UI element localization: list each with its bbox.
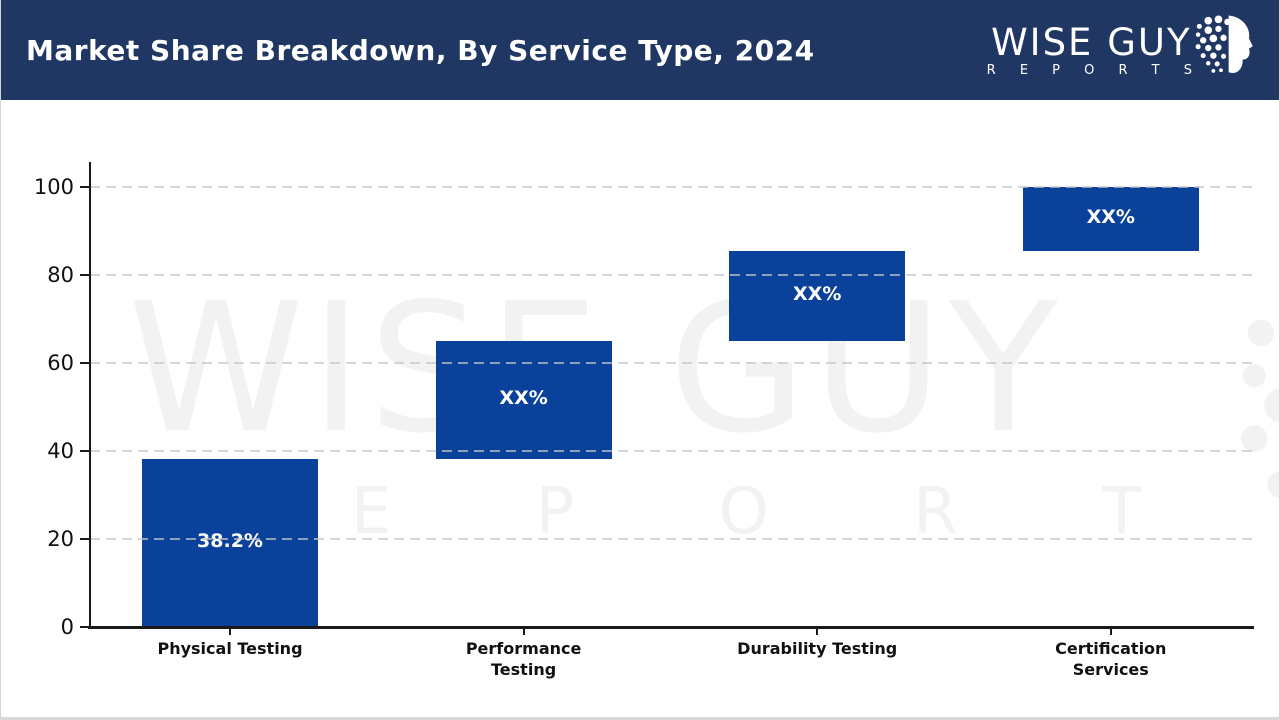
gridline xyxy=(90,538,1252,540)
bar-value-label: XX% xyxy=(499,386,548,409)
y-axis-line xyxy=(89,162,91,628)
x-tick-mark xyxy=(816,628,819,635)
brand-logo-text: WISE GUY R E P O R T S xyxy=(981,24,1202,77)
y-tick-label: 60 xyxy=(47,351,74,375)
x-category-label: Physical Testing xyxy=(120,639,340,660)
x-category-label: Durability Testing xyxy=(707,639,927,660)
bar-value-label: 38.2% xyxy=(197,529,263,552)
header-bar: Market Share Breakdown, By Service Type,… xyxy=(0,0,1280,100)
gridline xyxy=(90,186,1252,188)
x-category-label-line: Performance xyxy=(465,639,582,658)
x-category-label: Performance Testing xyxy=(414,639,634,681)
bar-segment: 38.2% xyxy=(142,458,318,627)
y-tick-label: 40 xyxy=(47,439,74,463)
brand-logo: WISE GUY R E P O R T S xyxy=(981,15,1254,83)
gridline xyxy=(90,362,1252,364)
x-category-label-line: Physical Testing xyxy=(157,639,303,658)
y-tick-mark xyxy=(80,538,89,540)
bar-segment: XX% xyxy=(435,341,612,459)
plot-area: 0 20 40 60 80 100 38.2% Physical Testing XX% Perf… xyxy=(0,100,1280,717)
x-axis-line xyxy=(88,626,1254,629)
x-tick-mark xyxy=(522,628,525,635)
x-category-label-line: Certification xyxy=(1055,639,1167,658)
chart-canvas: WISE GUY R E P O R T S 0 20 40 60 80 100 38.2%… xyxy=(0,100,1280,717)
wise-guy-head-icon xyxy=(1195,15,1253,74)
y-tick-label: 100 xyxy=(33,175,74,199)
gridline xyxy=(90,450,1252,452)
y-tick-label: 80 xyxy=(47,263,74,287)
brand-subname: R E P O R T S xyxy=(986,62,1202,78)
y-tick-mark xyxy=(80,274,89,276)
y-tick-mark xyxy=(80,362,89,364)
bar-segment: XX% xyxy=(729,250,906,341)
y-tick-mark xyxy=(80,186,89,188)
bar-value-label: XX% xyxy=(1086,205,1135,228)
x-category-label-line: Testing xyxy=(491,659,557,679)
x-category-label-line: Durability Testing xyxy=(737,639,898,658)
x-tick-mark xyxy=(1109,628,1112,635)
page-title: Market Share Breakdown, By Service Type,… xyxy=(26,33,815,67)
bar-segment: XX% xyxy=(1022,187,1199,251)
y-tick-label: 0 xyxy=(60,615,74,639)
x-category-label-line: Services xyxy=(1072,659,1149,679)
x-category-label: Certification Services xyxy=(1001,639,1221,681)
bar-value-label: XX% xyxy=(793,282,842,305)
y-tick-mark xyxy=(80,450,89,452)
y-tick-label: 20 xyxy=(47,527,74,551)
brand-name: WISE GUY xyxy=(991,20,1192,64)
y-tick-mark xyxy=(80,626,89,628)
x-tick-mark xyxy=(229,628,231,635)
gridline xyxy=(90,274,1252,276)
